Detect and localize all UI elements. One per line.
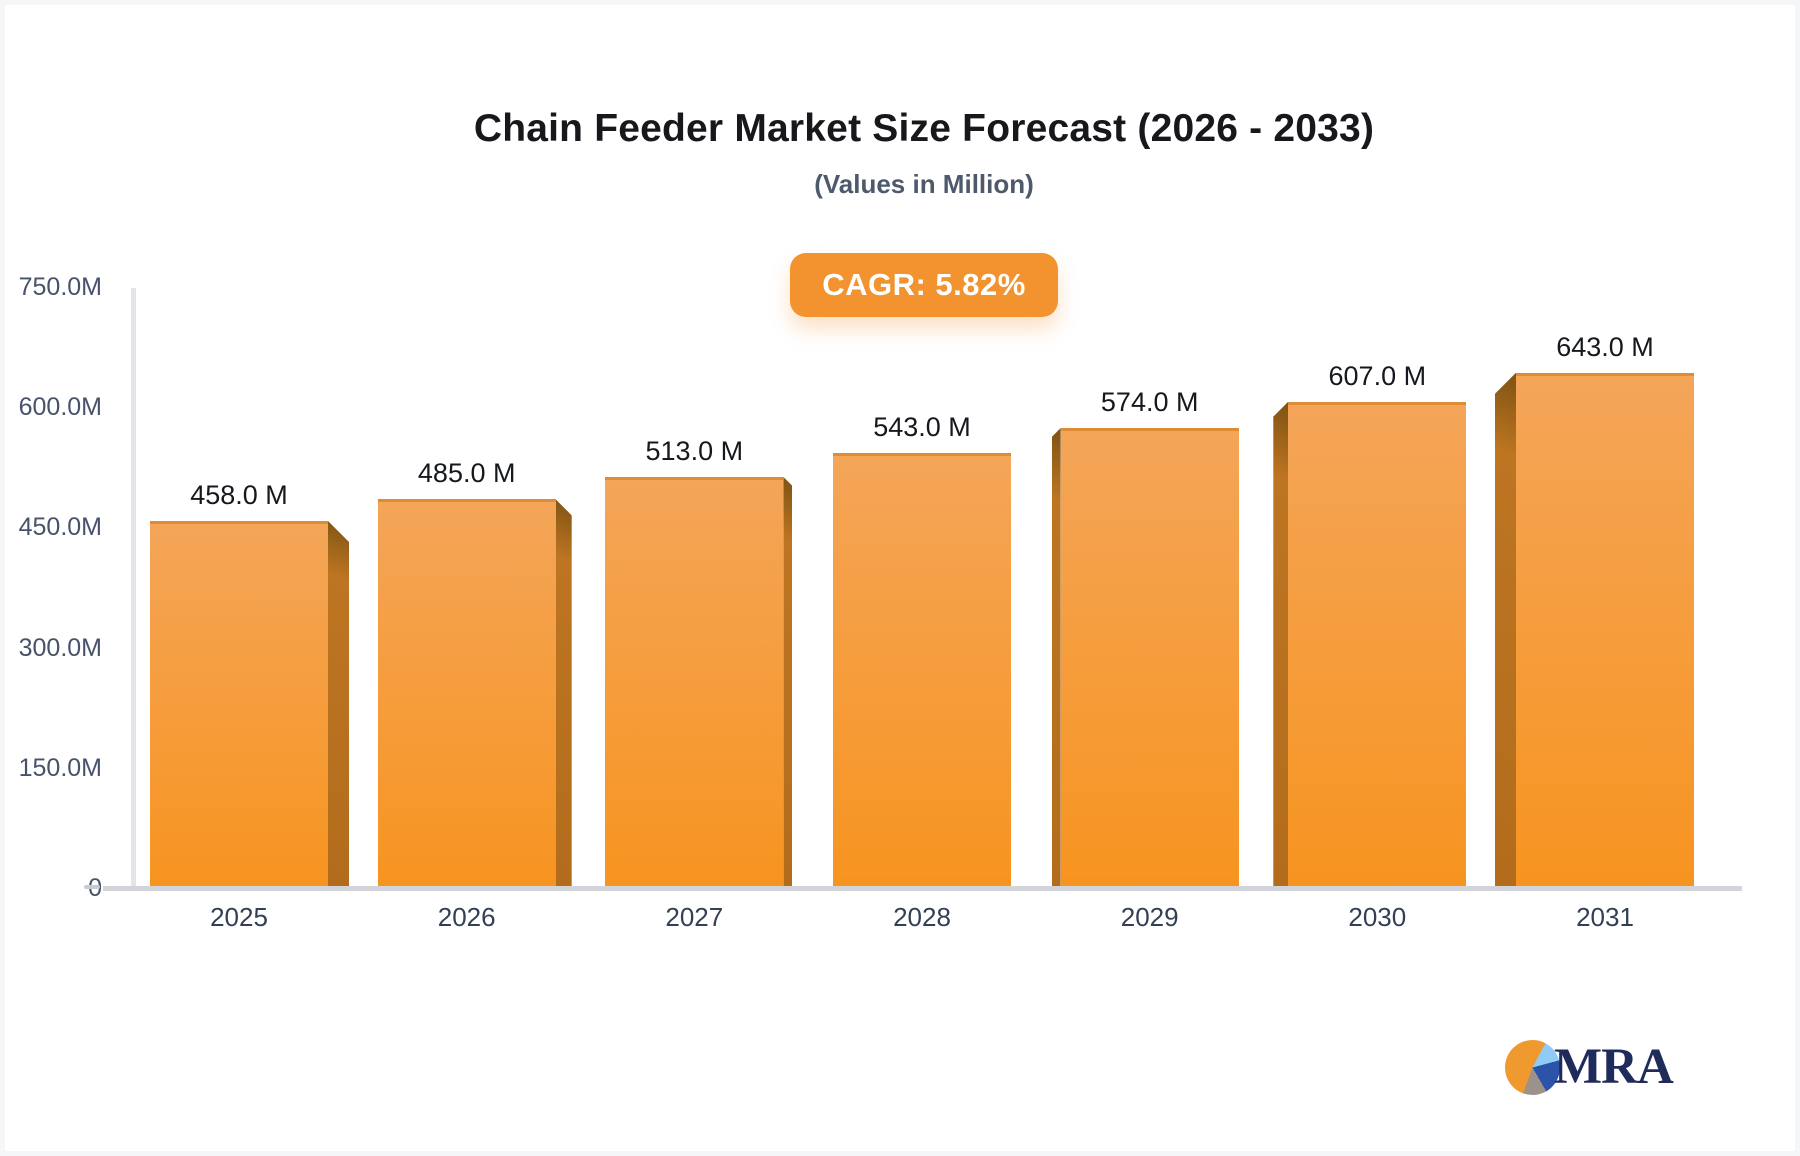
- pie-chart-logo-icon: [1505, 1039, 1560, 1095]
- x-axis-tick-label: 2029: [1120, 902, 1179, 932]
- bar-value-label: 643.0 M: [1556, 331, 1654, 362]
- bar-2025[interactable]: [150, 520, 328, 888]
- bar-value-label: 574.0 M: [1100, 387, 1199, 418]
- bar-3d-side: [328, 520, 349, 888]
- x-axis-tick-label: 2028: [893, 902, 951, 932]
- zero-tick-mark: [84, 885, 100, 889]
- bar-2031[interactable]: [1516, 372, 1694, 888]
- x-axis-tick-label: 2027: [665, 902, 724, 932]
- y-axis-tick-label: 300.0M: [18, 633, 102, 662]
- x-axis-tick-label: 2030: [1348, 902, 1407, 932]
- x-axis-tick-label: 2026: [437, 902, 496, 932]
- bar-value-label: 485.0 M: [417, 458, 516, 489]
- chart-header: Chain Feeder Market Size Forecast (2026 …: [24, 104, 1800, 200]
- chart-subtitle: (Values in Million): [814, 169, 1034, 199]
- brand-logo[interactable]: MRA: [1505, 1036, 1674, 1098]
- cagr-badge-label: CAGR: 5.82%: [822, 267, 1026, 302]
- bar-value-label: 543.0 M: [873, 411, 971, 442]
- y-axis-tick-label: 450.0M: [18, 513, 102, 542]
- bar-2028[interactable]: [833, 452, 1011, 888]
- cagr-badge: CAGR: 5.82%: [790, 253, 1058, 317]
- brand-logo-text: MRA: [1554, 1039, 1674, 1095]
- y-axis-tick-label: 150.0M: [18, 753, 102, 782]
- x-axis-tick-label: 2025: [210, 902, 268, 932]
- bar-2027[interactable]: [605, 476, 784, 888]
- y-axis-tick-label: 750.0M: [18, 273, 102, 301]
- y-axis-tick-label: 600.0M: [18, 393, 102, 422]
- x-axis-tick-label: 2031: [1576, 902, 1634, 932]
- bar-3d-side: [1273, 401, 1289, 888]
- bar-2029[interactable]: [1060, 428, 1239, 888]
- bar-2026[interactable]: [377, 499, 556, 888]
- bar-3d-side: [1051, 428, 1061, 888]
- bar-3d-side: [783, 476, 793, 888]
- bar-3d-side: [1495, 372, 1516, 888]
- x-axis-baseline: [103, 886, 1742, 891]
- bar-2030[interactable]: [1288, 401, 1467, 888]
- y-axis-line: [131, 288, 136, 888]
- page-title: Chain Feeder Market Size Forecast (2026 …: [473, 107, 1375, 150]
- bar-value-label: 513.0 M: [645, 435, 744, 466]
- bar-value-label: 458.0 M: [190, 479, 288, 510]
- bar-3d-side: [555, 499, 572, 888]
- bar-value-label: 607.0 M: [1328, 360, 1427, 391]
